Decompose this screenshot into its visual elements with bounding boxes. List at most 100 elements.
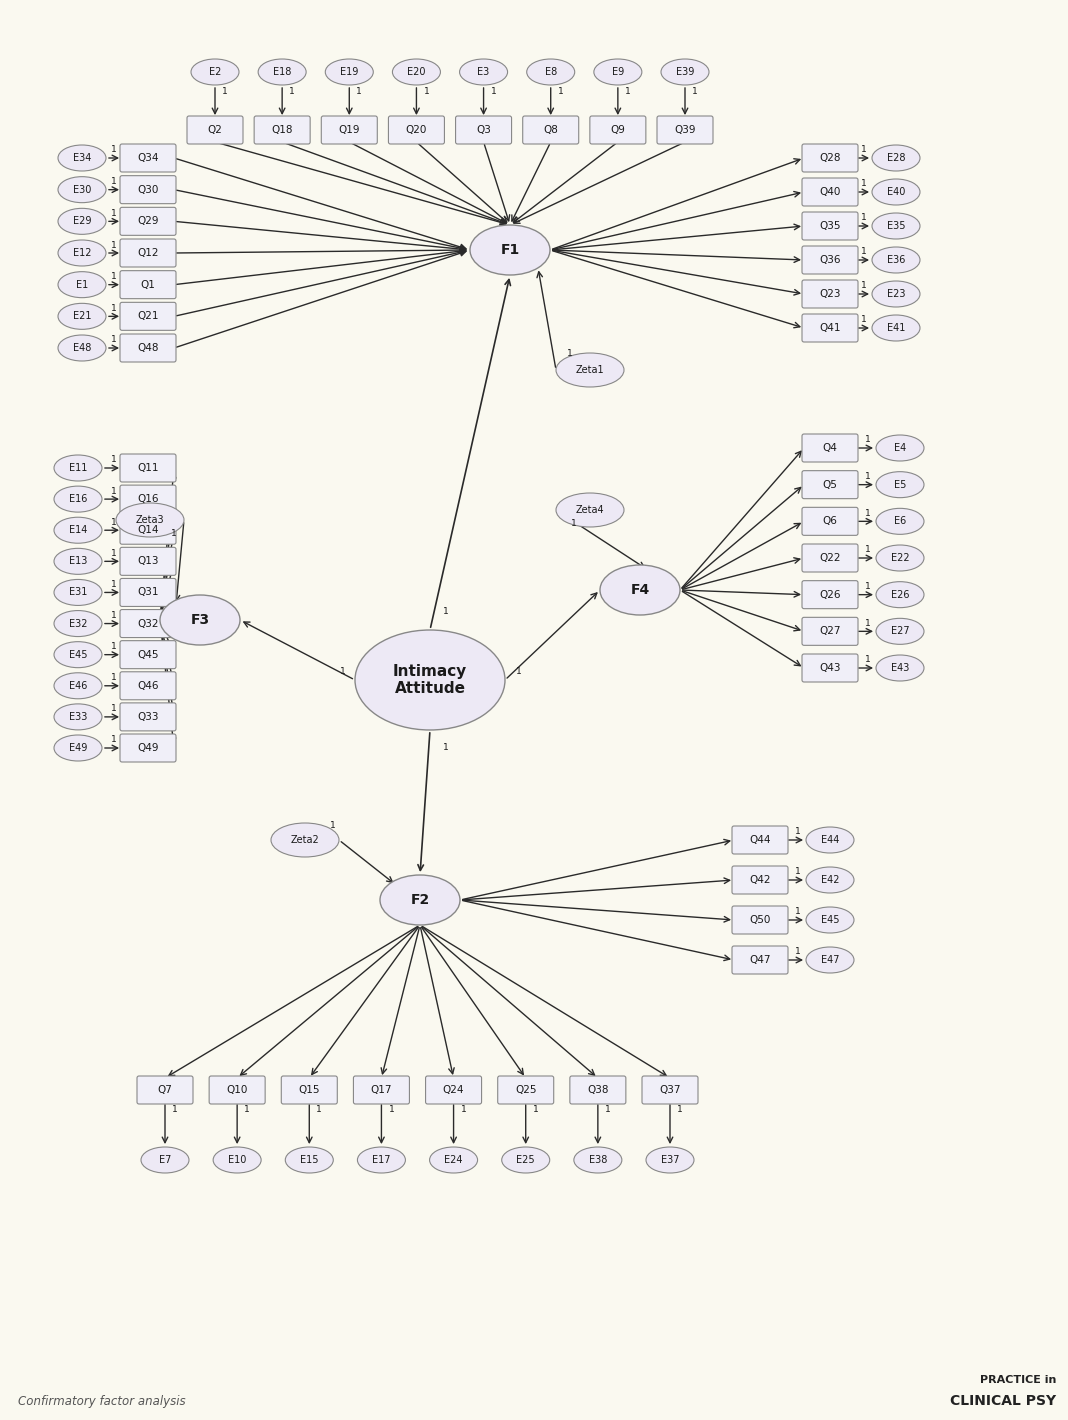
Text: E22: E22	[891, 552, 909, 562]
Ellipse shape	[459, 60, 507, 85]
Ellipse shape	[594, 60, 642, 85]
Ellipse shape	[191, 60, 239, 85]
Text: Q27: Q27	[819, 626, 841, 636]
Text: E38: E38	[588, 1154, 607, 1164]
Text: E45: E45	[820, 914, 839, 924]
Text: 1: 1	[111, 518, 116, 527]
Text: E16: E16	[68, 494, 88, 504]
Ellipse shape	[326, 60, 374, 85]
FancyBboxPatch shape	[120, 517, 176, 544]
Text: Q21: Q21	[138, 311, 159, 321]
Text: 1: 1	[111, 335, 116, 345]
Text: Q35: Q35	[819, 222, 841, 231]
Text: Q26: Q26	[819, 589, 841, 599]
Text: Q10: Q10	[226, 1085, 248, 1095]
FancyBboxPatch shape	[120, 486, 176, 513]
Ellipse shape	[54, 454, 103, 481]
Ellipse shape	[876, 582, 924, 608]
Text: Q43: Q43	[819, 663, 841, 673]
Text: 1: 1	[443, 744, 449, 753]
Text: 1: 1	[865, 619, 870, 628]
Text: E10: E10	[227, 1154, 247, 1164]
Ellipse shape	[661, 60, 709, 85]
Text: E49: E49	[68, 743, 88, 753]
Text: Q46: Q46	[138, 680, 159, 690]
Text: 1: 1	[861, 247, 867, 257]
FancyBboxPatch shape	[802, 314, 858, 342]
FancyBboxPatch shape	[120, 547, 176, 575]
Text: E17: E17	[372, 1154, 391, 1164]
FancyBboxPatch shape	[321, 116, 377, 143]
Text: 1: 1	[692, 87, 697, 95]
Text: PRACTICE in: PRACTICE in	[979, 1375, 1056, 1384]
FancyBboxPatch shape	[120, 734, 176, 763]
Text: Q24: Q24	[443, 1085, 465, 1095]
Ellipse shape	[502, 1147, 550, 1173]
Text: 1: 1	[861, 213, 867, 223]
Text: 1: 1	[516, 667, 522, 676]
Ellipse shape	[58, 176, 106, 203]
Text: E29: E29	[73, 216, 91, 226]
Text: Q32: Q32	[138, 619, 159, 629]
FancyBboxPatch shape	[732, 946, 788, 974]
Text: 1: 1	[865, 656, 870, 665]
Ellipse shape	[58, 271, 106, 298]
Text: 1: 1	[861, 179, 867, 189]
Ellipse shape	[58, 145, 106, 170]
Text: Q23: Q23	[819, 290, 841, 300]
FancyBboxPatch shape	[802, 581, 858, 609]
Text: Q47: Q47	[750, 956, 771, 966]
Text: E13: E13	[68, 557, 88, 567]
FancyBboxPatch shape	[456, 116, 512, 143]
Ellipse shape	[58, 304, 106, 329]
Text: E11: E11	[68, 463, 88, 473]
Text: E24: E24	[444, 1154, 462, 1164]
Ellipse shape	[871, 281, 920, 307]
Ellipse shape	[258, 60, 307, 85]
FancyBboxPatch shape	[425, 1076, 482, 1103]
Text: E28: E28	[886, 153, 906, 163]
Text: 1: 1	[172, 1106, 178, 1115]
Text: E21: E21	[73, 311, 91, 321]
Ellipse shape	[358, 1147, 406, 1173]
Text: E34: E34	[73, 153, 91, 163]
Text: Q11: Q11	[138, 463, 159, 473]
Text: 1: 1	[865, 545, 870, 554]
Text: Zeta4: Zeta4	[576, 506, 604, 515]
Ellipse shape	[876, 545, 924, 571]
Ellipse shape	[556, 493, 624, 527]
FancyBboxPatch shape	[389, 116, 444, 143]
Text: E9: E9	[612, 67, 624, 77]
Ellipse shape	[876, 508, 924, 534]
Ellipse shape	[876, 618, 924, 645]
FancyBboxPatch shape	[120, 672, 176, 700]
Text: Q31: Q31	[138, 588, 159, 598]
Text: Q8: Q8	[544, 125, 559, 135]
Text: Q25: Q25	[515, 1085, 536, 1095]
Text: 1: 1	[571, 520, 577, 528]
Text: E6: E6	[894, 517, 906, 527]
FancyBboxPatch shape	[802, 507, 858, 535]
Text: E43: E43	[891, 663, 909, 673]
Ellipse shape	[806, 826, 854, 853]
Text: E42: E42	[820, 875, 839, 885]
Text: Zeta3: Zeta3	[136, 515, 164, 525]
Text: 1: 1	[111, 673, 116, 682]
Text: 1: 1	[111, 178, 116, 186]
Text: 1: 1	[111, 456, 116, 464]
FancyBboxPatch shape	[802, 655, 858, 682]
Text: 1: 1	[424, 87, 429, 95]
Text: E41: E41	[886, 322, 906, 334]
FancyBboxPatch shape	[187, 116, 244, 143]
Ellipse shape	[806, 868, 854, 893]
Text: Q38: Q38	[587, 1085, 609, 1095]
Text: E20: E20	[407, 67, 426, 77]
Text: 1: 1	[557, 87, 564, 95]
FancyBboxPatch shape	[281, 1076, 337, 1103]
Text: E27: E27	[891, 626, 909, 636]
Text: 1: 1	[604, 1106, 611, 1115]
Text: 1: 1	[171, 530, 177, 538]
Text: E1: E1	[76, 280, 89, 290]
Text: Q33: Q33	[138, 711, 159, 721]
Text: 1: 1	[111, 736, 116, 744]
